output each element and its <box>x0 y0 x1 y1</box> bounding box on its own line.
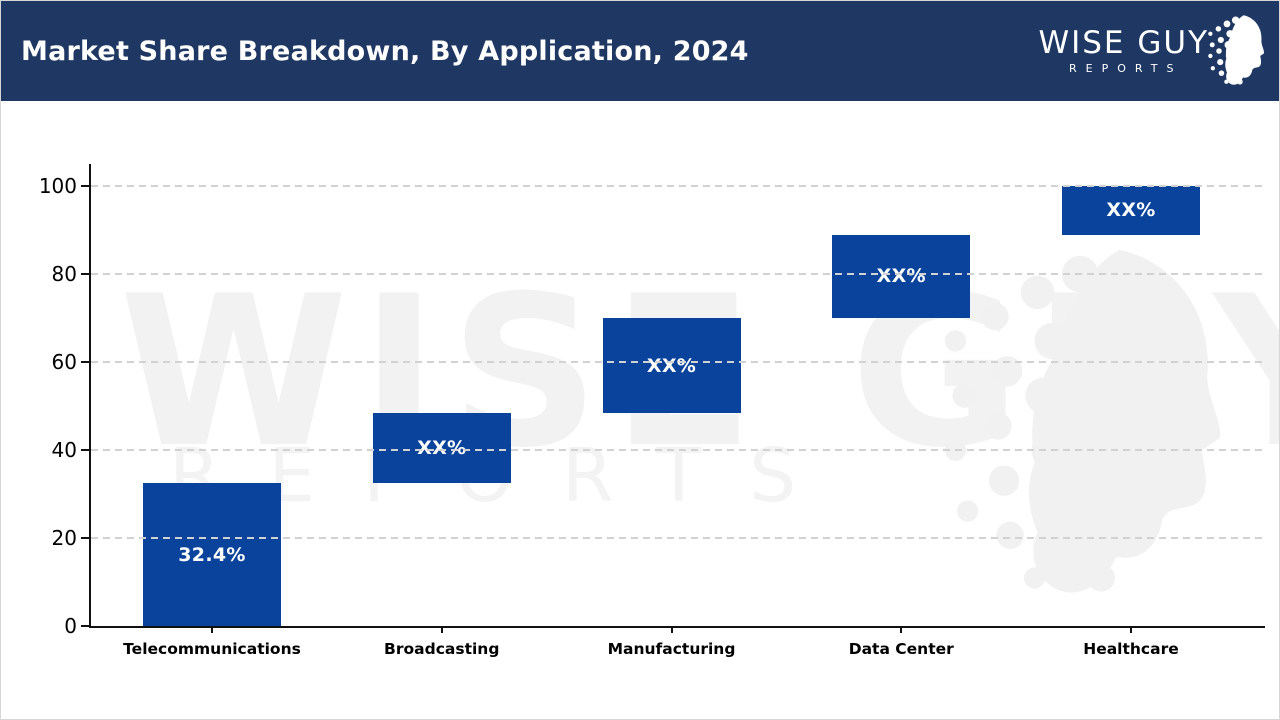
y-tick-label: 100 <box>38 174 77 198</box>
brand-name: WISE GUY <box>1038 25 1209 62</box>
x-tick-mark <box>211 628 213 633</box>
y-gridline <box>91 537 1263 539</box>
y-tick-mark <box>81 361 89 363</box>
bar-value-label: XX% <box>646 354 697 377</box>
y-tick-label: 80 <box>51 262 77 286</box>
bar-segment: 32.4% <box>143 483 281 626</box>
x-category-label: Telecommunications <box>123 640 301 658</box>
bar-segment: XX% <box>602 318 741 414</box>
bar-segment: XX% <box>372 413 511 484</box>
bar-value-label: XX% <box>417 437 466 459</box>
brand-subname: REPORTS <box>1069 61 1183 75</box>
bar-value-label: 32.4% <box>178 543 246 566</box>
x-category-label: Data Center <box>848 640 954 658</box>
y-gridline <box>91 449 1263 451</box>
bar-segment: XX% <box>1062 186 1200 235</box>
y-tick-mark <box>81 273 89 275</box>
chart-title: Market Share Breakdown, By Application, … <box>21 35 749 67</box>
header-band: Market Share Breakdown, By Application, … <box>1 1 1279 101</box>
y-tick-label: 20 <box>51 526 77 550</box>
y-gridline <box>91 361 1263 363</box>
x-category-label: Healthcare <box>1083 640 1179 658</box>
bar-value-label: XX% <box>876 265 926 288</box>
y-tick-label: 60 <box>51 350 77 374</box>
brand-logo-text: WISE GUY REPORTS <box>1038 27 1209 75</box>
y-tick-mark <box>81 537 89 539</box>
x-tick-mark <box>440 628 443 633</box>
y-tick-label: 0 <box>64 614 77 638</box>
y-tick-label: 40 <box>51 438 77 462</box>
face-profile-icon <box>1208 15 1264 85</box>
x-tick-mark <box>670 628 673 633</box>
y-tick-mark <box>81 625 89 627</box>
y-tick-mark <box>81 449 89 451</box>
brand-logo: WISE GUY REPORTS <box>1038 8 1267 94</box>
y-tick-mark <box>81 185 89 187</box>
bar-value-label: XX% <box>1106 199 1156 222</box>
bar-segment: XX% <box>832 234 971 318</box>
x-category-label: Manufacturing <box>607 640 736 658</box>
x-tick-mark <box>900 628 903 633</box>
y-gridline <box>91 273 1263 275</box>
y-gridline <box>91 185 1263 187</box>
x-category-label: Broadcasting <box>384 640 500 658</box>
x-tick-mark <box>1130 628 1132 633</box>
